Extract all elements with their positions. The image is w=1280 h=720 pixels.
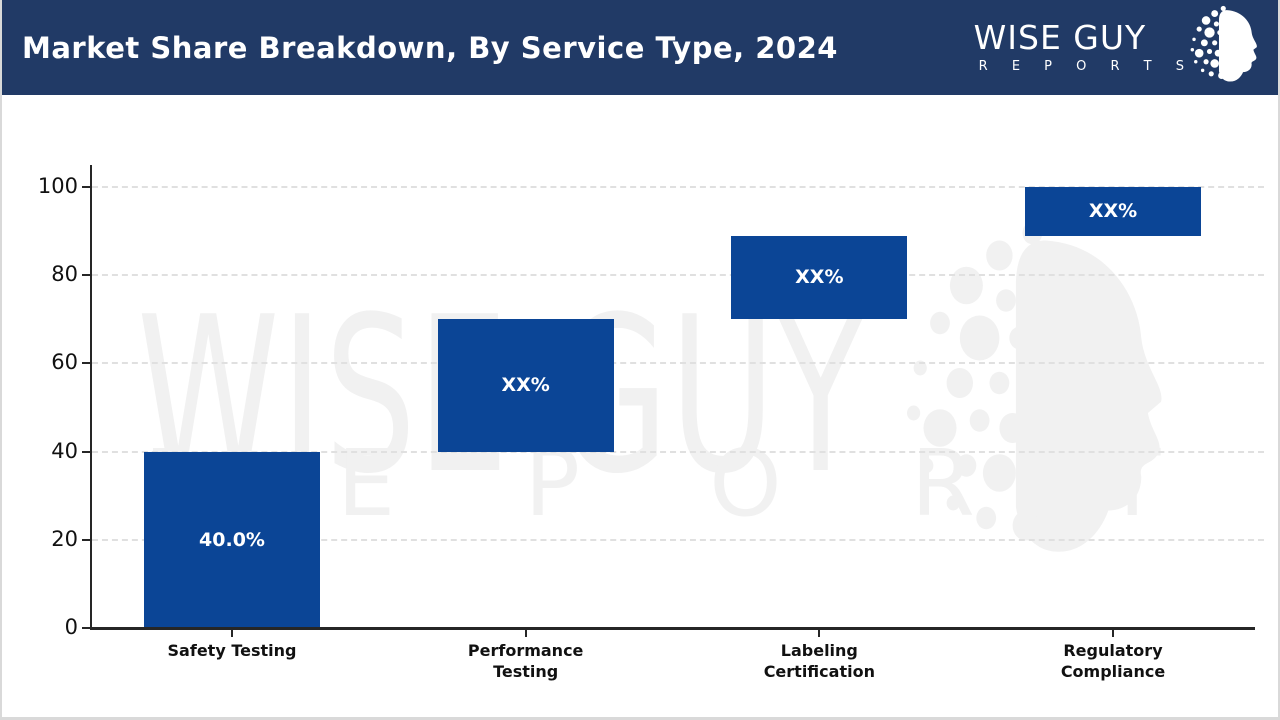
gridline-40	[92, 450, 1264, 453]
x-tick-mark	[524, 628, 527, 637]
gridline-60	[92, 362, 1264, 365]
x-category-label-safety-testing: Safety Testing	[167, 641, 297, 660]
bar-value-label: XX%	[795, 266, 844, 289]
y-tick-label: 40	[51, 438, 78, 463]
y-axis-line	[90, 165, 92, 630]
y-tick-label: 60	[51, 350, 78, 375]
wiseguy-logo-name: WISE GUY	[973, 18, 1147, 58]
page-title: Market Share Breakdown, By Service Type,…	[22, 30, 838, 65]
x-category-label-regulatory-compliance: Regulatory Compliance	[1060, 641, 1166, 681]
x-category-label-labeling-certification: Labeling Certification	[763, 641, 875, 681]
y-tick-mark	[82, 362, 91, 365]
y-tick-label: 20	[51, 526, 78, 551]
x-tick-mark	[818, 628, 821, 637]
header: Market Share Breakdown, By Service Type,…	[2, 0, 1278, 95]
x-category-label-performance-testing: Performance Testing	[467, 641, 584, 681]
wiseguy-logo-reports: R E P O R T S	[978, 58, 1194, 74]
bar-value-label: 40.0%	[199, 528, 265, 551]
bar-safety-testing: 40.0%	[144, 451, 320, 628]
wiseguy-logo-text: WISE GUY R E P O R T S	[974, 21, 1194, 74]
gridline-20	[92, 538, 1264, 541]
wiseguy-face-dots-icon	[1190, 5, 1257, 82]
bar-labeling-certification: XX%	[731, 235, 908, 320]
wiseguy-logo: WISE GUY R E P O R T S	[974, 5, 1268, 91]
y-tick-label: 100	[37, 174, 78, 198]
y-tick-mark	[82, 274, 91, 277]
y-tick-mark	[82, 186, 91, 188]
y-tick-mark	[82, 450, 91, 453]
bar-performance-testing: XX%	[437, 319, 614, 452]
gridline-80	[92, 274, 1264, 277]
y-tick-label: 80	[51, 262, 78, 287]
x-axis-line	[90, 627, 1255, 630]
bar-value-label: XX%	[501, 374, 550, 397]
y-tick-mark	[82, 627, 91, 629]
bar-value-label: XX%	[1088, 200, 1138, 223]
y-tick-label: 0	[64, 615, 78, 639]
x-tick-mark	[231, 628, 233, 637]
bar-regulatory-compliance: XX%	[1025, 187, 1201, 236]
gridline-100	[92, 186, 1264, 188]
x-tick-mark	[1112, 628, 1114, 637]
y-tick-mark	[82, 538, 91, 541]
